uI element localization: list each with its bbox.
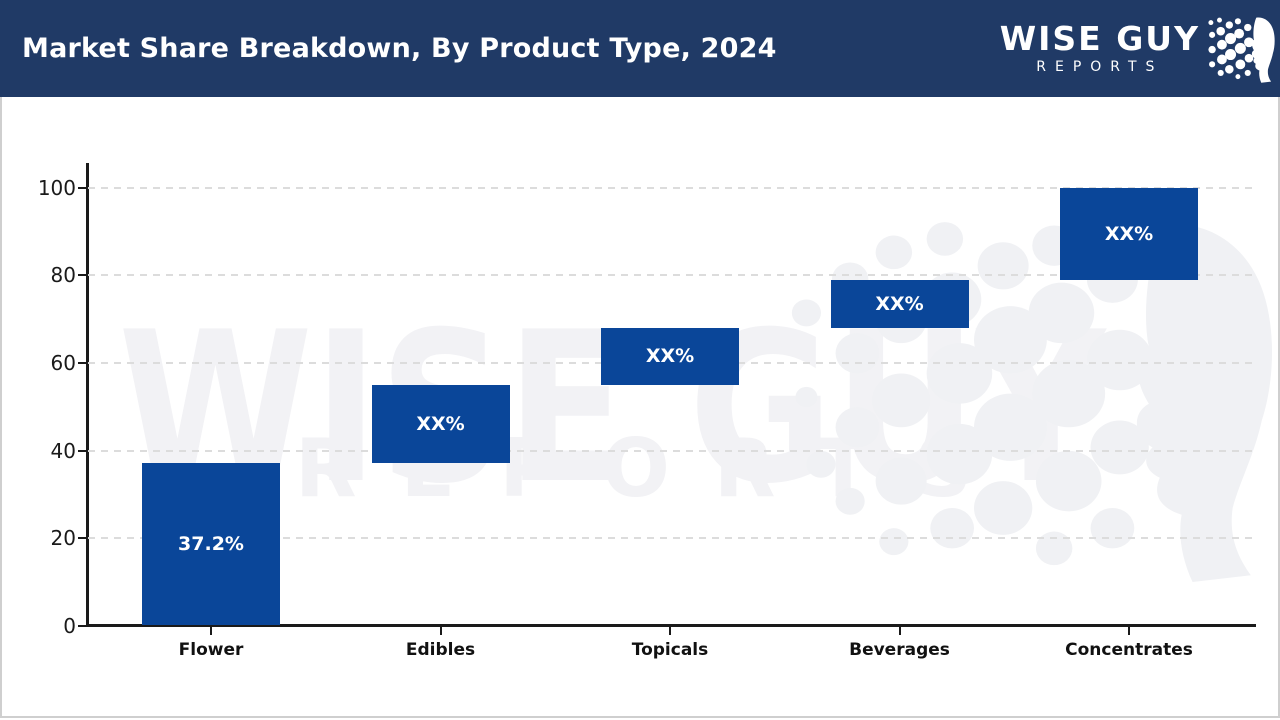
bar-value-label-concentrates: XX%: [1104, 222, 1154, 245]
y-axis-line: [86, 163, 89, 627]
logo-face-icon: [1208, 17, 1275, 83]
logo-wiseguy-text: WISE GUY: [999, 19, 1200, 58]
x-axis-line: [86, 624, 1256, 627]
y-tick-label-0: 0: [63, 614, 76, 638]
y-tick-label-80: 80: [50, 263, 76, 288]
gridline-80: [88, 274, 1256, 277]
logo-text: WISE GUY REPORTS: [1000, 22, 1200, 76]
bar-value-label-topicals: XX%: [645, 345, 695, 368]
chart-title: Market Share Breakdown, By Product Type,…: [22, 33, 777, 64]
page-border-right: [1278, 97, 1280, 718]
y-tick-60: [78, 361, 87, 364]
x-axis-label-concentrates: Concentrates: [1065, 640, 1193, 660]
bar-concentrates: [1060, 187, 1198, 280]
x-axis-label-topicals: Topicals: [631, 640, 709, 660]
header-bar: Market Share Breakdown, By Product Type,…: [0, 0, 1280, 97]
x-axis-label-flower: Flower: [178, 640, 244, 660]
gridline-100: [88, 186, 1256, 189]
bar-beverages: [830, 279, 969, 328]
page-border-left: [0, 97, 2, 718]
wiseguy-logo: WISE GUY REPORTS: [1000, 0, 1275, 97]
y-tick-100: [78, 186, 87, 189]
bar-value-label-beverages: XX%: [875, 292, 924, 315]
y-tick-80: [78, 274, 87, 277]
x-axis-label-beverages: Beverages: [849, 640, 950, 660]
x-tick-edibles: [439, 627, 442, 635]
x-tick-concentrates: [1128, 627, 1130, 635]
x-tick-topicals: [669, 627, 671, 635]
x-axis-label-edibles: Edibles: [405, 640, 476, 660]
bar-flower: [142, 462, 280, 625]
y-tick-label-60: 60: [50, 350, 76, 375]
bar-value-label-edibles: XX%: [416, 412, 465, 435]
y-tick-label-40: 40: [50, 438, 76, 463]
x-tick-beverages: [898, 627, 901, 635]
gridline-40: [88, 449, 1256, 452]
bar-topicals: [601, 327, 739, 385]
x-tick-flower: [210, 627, 212, 635]
y-tick-40: [78, 449, 87, 452]
bar-value-label-flower: 37.2%: [178, 532, 244, 555]
y-tick-20: [78, 537, 87, 540]
gridline-20: [88, 537, 1256, 540]
y-tick-label-100: 100: [37, 175, 76, 200]
y-tick-label-20: 20: [50, 526, 76, 551]
y-tick-0: [78, 625, 87, 627]
bar-edibles: [371, 384, 510, 463]
page-border-bottom: [0, 716, 1280, 718]
logo-reports-text: REPORTS: [1036, 59, 1164, 75]
